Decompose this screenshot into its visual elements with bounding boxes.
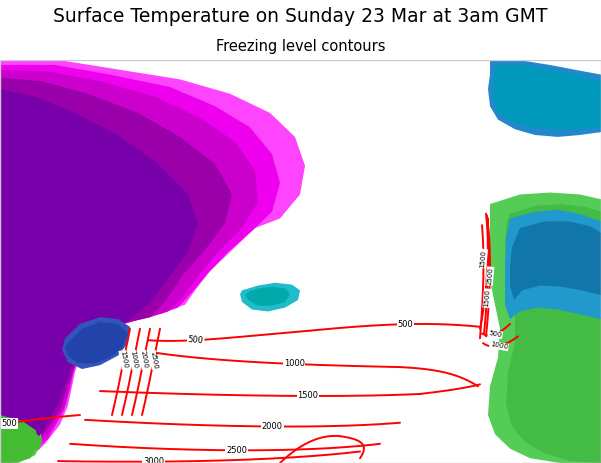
Polygon shape	[18, 432, 42, 451]
Text: 1500: 1500	[480, 250, 487, 268]
Text: 500: 500	[1, 419, 17, 428]
Polygon shape	[510, 221, 601, 300]
Polygon shape	[0, 89, 198, 463]
Text: 2500: 2500	[149, 350, 158, 369]
Text: 2000: 2000	[139, 350, 148, 369]
Text: 1000: 1000	[490, 341, 508, 350]
Text: 2500: 2500	[227, 446, 247, 455]
Polygon shape	[505, 204, 601, 463]
Text: 2500: 2500	[486, 267, 493, 285]
Polygon shape	[0, 70, 258, 463]
Polygon shape	[488, 193, 601, 463]
Polygon shape	[488, 60, 601, 137]
Text: 1500: 1500	[297, 392, 319, 400]
Text: 500: 500	[398, 319, 413, 329]
Polygon shape	[0, 60, 305, 463]
Polygon shape	[62, 317, 130, 369]
Text: Surface Temperature on Sunday 23 Mar at 3am GMT: Surface Temperature on Sunday 23 Mar at …	[53, 7, 548, 26]
Text: 500: 500	[188, 335, 204, 345]
Polygon shape	[0, 65, 280, 463]
Text: 2000: 2000	[262, 422, 283, 431]
Text: 1000: 1000	[129, 350, 138, 369]
Polygon shape	[493, 65, 601, 129]
Polygon shape	[0, 77, 232, 463]
Polygon shape	[240, 283, 300, 312]
Text: Freezing level contours: Freezing level contours	[216, 39, 385, 55]
Text: 3000: 3000	[143, 457, 164, 463]
Polygon shape	[505, 210, 601, 319]
Polygon shape	[65, 322, 128, 363]
Polygon shape	[245, 287, 290, 306]
Polygon shape	[0, 410, 42, 463]
Text: 1500: 1500	[483, 289, 490, 307]
Text: 1500: 1500	[119, 350, 128, 369]
Polygon shape	[0, 415, 38, 463]
Text: 1000: 1000	[284, 359, 305, 369]
Text: 500: 500	[488, 330, 502, 338]
